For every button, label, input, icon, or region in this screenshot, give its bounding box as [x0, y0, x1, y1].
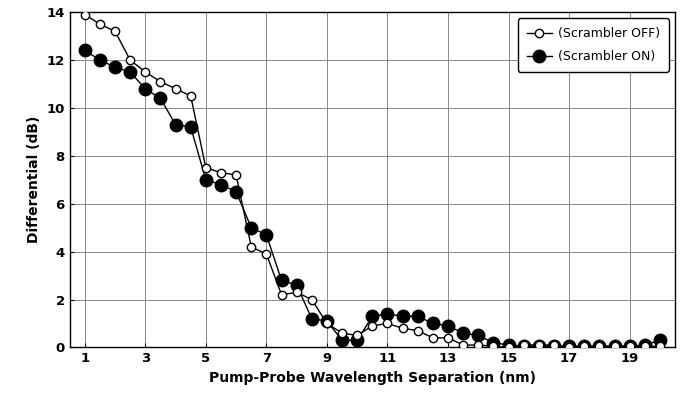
(Scrambler ON) — [96, 58, 104, 63]
(Scrambler OFF) — [187, 94, 195, 99]
(Scrambler OFF) — [505, 345, 513, 350]
(Scrambler OFF) — [292, 290, 301, 295]
(Scrambler ON) — [368, 314, 377, 319]
(Scrambler OFF) — [81, 12, 89, 17]
(Scrambler ON) — [535, 344, 543, 349]
(Scrambler ON) — [580, 344, 589, 349]
(Scrambler OFF) — [519, 343, 528, 347]
(Scrambler OFF) — [156, 79, 164, 84]
(Scrambler ON) — [217, 182, 226, 187]
(Scrambler OFF) — [383, 321, 392, 326]
(Scrambler OFF) — [232, 173, 240, 177]
(Scrambler OFF) — [459, 343, 468, 347]
(Scrambler OFF) — [444, 335, 452, 340]
Line: (Scrambler ON): (Scrambler ON) — [79, 44, 666, 353]
(Scrambler ON) — [626, 344, 634, 349]
(Scrambler ON) — [595, 344, 603, 349]
(Scrambler OFF) — [489, 344, 498, 349]
(Scrambler OFF) — [656, 344, 664, 349]
(Scrambler ON) — [247, 225, 255, 230]
(Scrambler OFF) — [171, 86, 180, 91]
(Scrambler ON) — [338, 338, 347, 343]
(Scrambler OFF) — [580, 344, 589, 349]
(Scrambler ON) — [308, 316, 316, 321]
(Scrambler OFF) — [535, 343, 543, 347]
(Scrambler OFF) — [141, 69, 150, 74]
(Scrambler ON) — [429, 321, 437, 326]
(Scrambler OFF) — [550, 343, 558, 347]
(Scrambler OFF) — [368, 324, 377, 328]
(Scrambler ON) — [277, 278, 285, 283]
(Scrambler ON) — [111, 65, 119, 69]
Legend: (Scrambler OFF), (Scrambler ON): (Scrambler OFF), (Scrambler ON) — [518, 18, 669, 72]
(Scrambler ON) — [383, 311, 392, 316]
(Scrambler ON) — [262, 232, 271, 237]
(Scrambler ON) — [353, 338, 361, 343]
(Scrambler OFF) — [595, 344, 603, 349]
(Scrambler ON) — [202, 177, 210, 182]
(Scrambler OFF) — [610, 344, 619, 349]
(Scrambler OFF) — [126, 58, 134, 63]
(Scrambler OFF) — [429, 335, 437, 340]
(Scrambler OFF) — [626, 344, 634, 349]
(Scrambler ON) — [413, 314, 422, 319]
(Scrambler ON) — [444, 324, 452, 328]
(Scrambler OFF) — [565, 345, 574, 350]
(Scrambler ON) — [81, 48, 89, 53]
(Scrambler ON) — [640, 343, 649, 347]
(Scrambler OFF) — [640, 344, 649, 349]
(Scrambler ON) — [459, 330, 468, 335]
(Scrambler ON) — [398, 314, 406, 319]
(Scrambler ON) — [610, 344, 619, 349]
(Scrambler ON) — [141, 86, 150, 91]
(Scrambler ON) — [565, 344, 574, 349]
(Scrambler ON) — [505, 343, 513, 347]
(Scrambler OFF) — [474, 343, 482, 347]
(Scrambler ON) — [489, 340, 498, 345]
(Scrambler OFF) — [247, 244, 255, 249]
(Scrambler OFF) — [413, 328, 422, 333]
(Scrambler OFF) — [217, 170, 226, 175]
(Scrambler OFF) — [96, 22, 104, 27]
(Scrambler ON) — [656, 338, 664, 343]
X-axis label: Pump-Probe Wavelength Separation (nm): Pump-Probe Wavelength Separation (nm) — [209, 371, 536, 385]
(Scrambler ON) — [126, 69, 134, 74]
Line: (Scrambler OFF): (Scrambler OFF) — [81, 11, 664, 351]
(Scrambler OFF) — [353, 333, 361, 338]
(Scrambler ON) — [550, 344, 558, 349]
(Scrambler OFF) — [398, 326, 406, 331]
(Scrambler ON) — [519, 344, 528, 349]
(Scrambler ON) — [187, 125, 195, 130]
(Scrambler OFF) — [338, 330, 347, 335]
(Scrambler ON) — [323, 319, 331, 324]
Y-axis label: Differential (dB): Differential (dB) — [27, 116, 41, 244]
(Scrambler OFF) — [308, 297, 316, 302]
(Scrambler ON) — [232, 189, 240, 194]
(Scrambler ON) — [171, 122, 180, 127]
(Scrambler ON) — [474, 333, 482, 338]
(Scrambler ON) — [156, 96, 164, 101]
(Scrambler OFF) — [277, 292, 285, 297]
(Scrambler OFF) — [262, 252, 271, 257]
(Scrambler ON) — [292, 283, 301, 288]
(Scrambler OFF) — [202, 165, 210, 170]
(Scrambler OFF) — [111, 29, 119, 34]
(Scrambler OFF) — [323, 321, 331, 326]
